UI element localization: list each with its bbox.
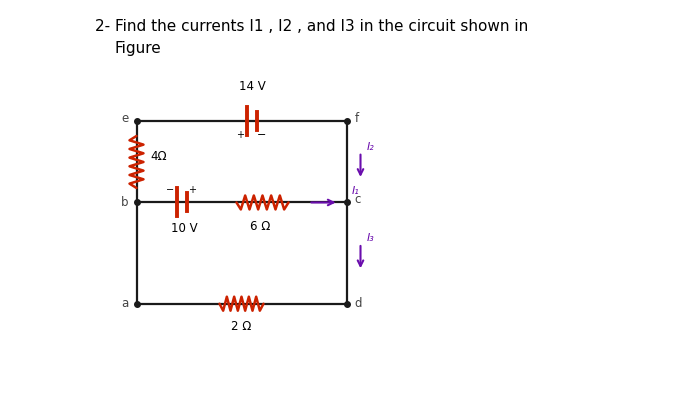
Text: f: f [354,112,358,125]
Text: 4Ω: 4Ω [150,150,167,164]
Text: 2- Find the currents I1 , I2 , and I3 in the circuit shown in: 2- Find the currents I1 , I2 , and I3 in… [95,19,528,34]
Text: Figure: Figure [115,41,162,56]
Text: +: + [188,185,196,195]
Text: 14 V: 14 V [239,80,265,93]
Text: −: − [166,185,174,195]
Text: I₂: I₂ [367,142,374,152]
Text: e: e [121,112,129,125]
Text: I₃: I₃ [367,233,374,243]
Text: I₁: I₁ [351,187,359,197]
Text: 6 Ω: 6 Ω [251,220,271,233]
Text: a: a [121,297,129,310]
Text: b: b [121,196,129,209]
Text: c: c [354,193,361,206]
Text: 10 V: 10 V [171,222,197,235]
Text: d: d [354,297,362,310]
Text: 2 Ω: 2 Ω [231,320,252,333]
Text: −: − [258,130,267,140]
Text: +: + [236,130,244,140]
